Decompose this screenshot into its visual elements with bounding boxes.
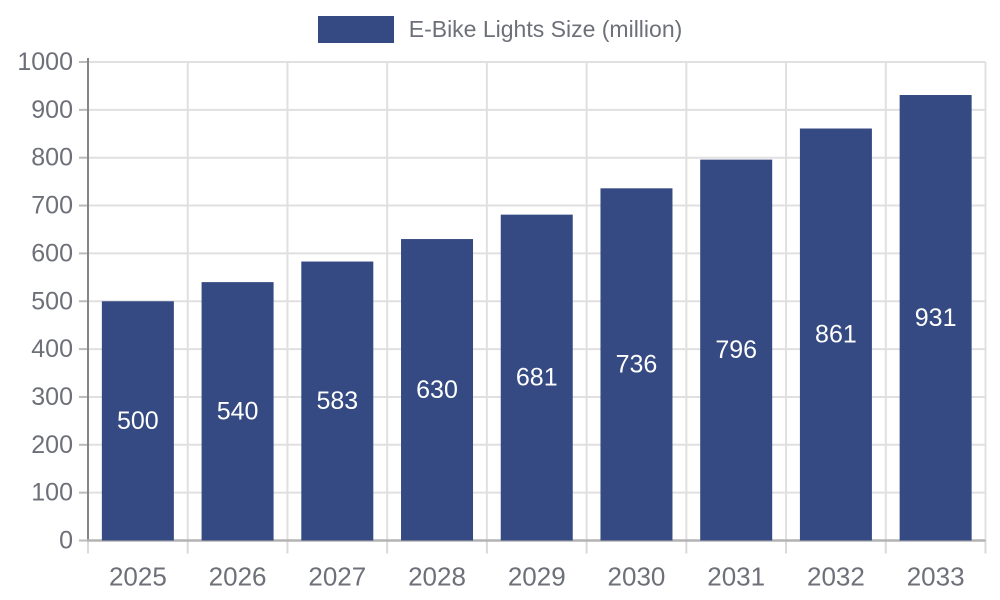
y-axis-label: 900 bbox=[31, 96, 73, 124]
bar[interactable] bbox=[201, 282, 274, 541]
bar[interactable] bbox=[700, 159, 773, 541]
bar-value-label: 931 bbox=[915, 304, 957, 332]
x-axis-label: 2027 bbox=[308, 562, 366, 592]
y-axis-label: 100 bbox=[31, 479, 73, 507]
x-axis-label: 2032 bbox=[807, 562, 865, 592]
bar[interactable] bbox=[899, 95, 972, 541]
y-axis-label: 400 bbox=[31, 335, 73, 363]
x-axis-label: 2026 bbox=[209, 562, 267, 592]
bar-value-label: 630 bbox=[416, 376, 458, 404]
bar[interactable] bbox=[500, 214, 573, 541]
bar[interactable] bbox=[301, 261, 374, 541]
x-axis-label: 2030 bbox=[608, 562, 666, 592]
y-axis-label: 500 bbox=[31, 287, 73, 315]
bar[interactable] bbox=[101, 301, 174, 541]
bar[interactable] bbox=[799, 128, 872, 541]
bar[interactable] bbox=[401, 239, 474, 541]
bar-value-label: 796 bbox=[715, 336, 757, 364]
legend[interactable]: E-Bike Lights Size (million) bbox=[0, 16, 1000, 43]
bar-value-label: 861 bbox=[815, 321, 857, 349]
y-axis-label: 0 bbox=[59, 527, 73, 555]
legend-label: E-Bike Lights Size (million) bbox=[408, 16, 683, 42]
bar-value-label: 681 bbox=[516, 364, 558, 392]
bar[interactable] bbox=[600, 188, 673, 541]
y-axis-label: 700 bbox=[31, 192, 73, 220]
bar-value-label: 736 bbox=[616, 350, 658, 378]
y-axis-label: 800 bbox=[31, 144, 73, 172]
bar-value-label: 540 bbox=[217, 397, 259, 425]
y-axis-label: 200 bbox=[31, 431, 73, 459]
bar-value-label: 500 bbox=[117, 407, 159, 435]
y-axis-label: 300 bbox=[31, 383, 73, 411]
bar-value-label: 583 bbox=[316, 387, 358, 415]
x-axis-label: 2029 bbox=[508, 562, 566, 592]
x-axis-label: 2025 bbox=[109, 562, 167, 592]
x-axis-label: 2028 bbox=[408, 562, 466, 592]
x-axis-label: 2031 bbox=[707, 562, 765, 592]
x-axis-label: 2033 bbox=[907, 562, 965, 592]
y-axis-label: 1000 bbox=[17, 48, 73, 76]
legend-swatch[interactable] bbox=[317, 16, 394, 43]
y-axis-label: 600 bbox=[31, 239, 73, 267]
